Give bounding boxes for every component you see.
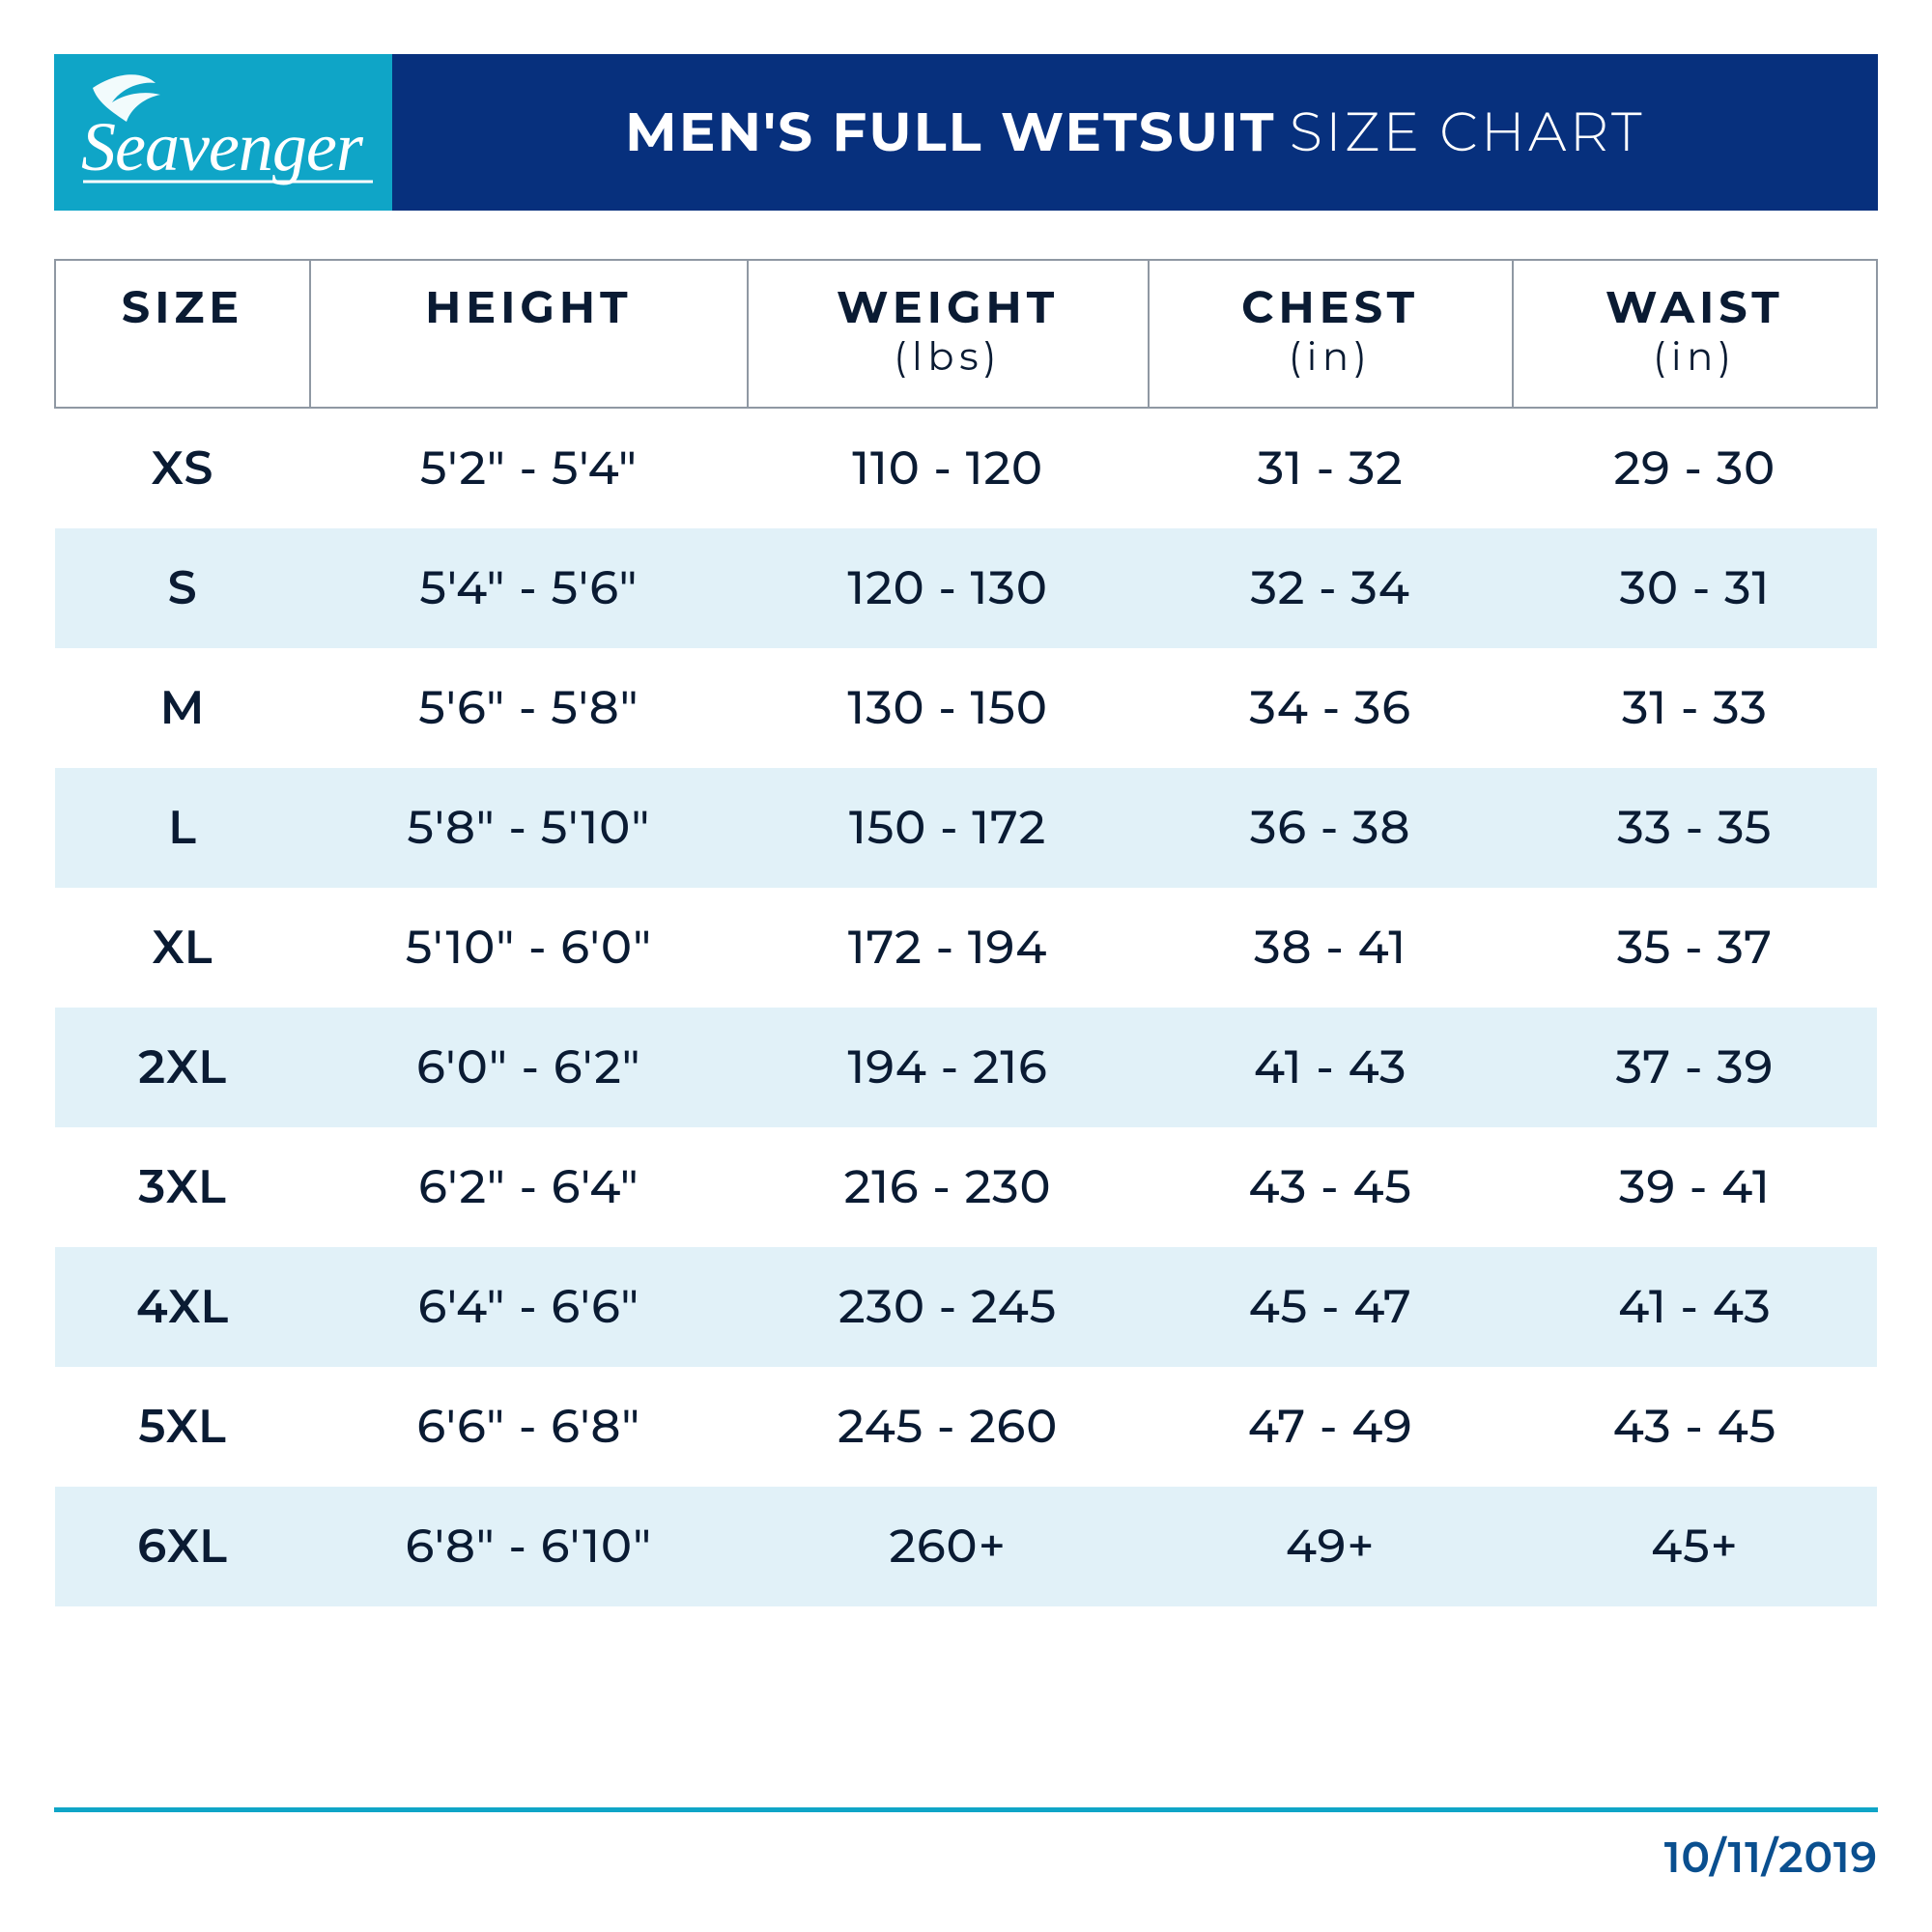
footer-rule: [54, 1807, 1878, 1812]
column-header: WEIGHT(lbs): [748, 260, 1149, 408]
cell-chest: 47 - 49: [1149, 1367, 1513, 1487]
table-row: M5'6" - 5'8"130 - 15034 - 3631 - 33: [55, 648, 1877, 768]
cell-chest: 34 - 36: [1149, 648, 1513, 768]
cell-size: 2XL: [55, 1008, 310, 1127]
cell-waist: 45+: [1513, 1487, 1877, 1606]
column-label: SIZE: [122, 279, 243, 334]
cell-chest: 41 - 43: [1149, 1008, 1513, 1127]
footer: 10/11/2019: [54, 1807, 1878, 1884]
cell-chest: 31 - 32: [1149, 408, 1513, 528]
cell-waist: 43 - 45: [1513, 1367, 1877, 1487]
cell-height: 5'6" - 5'8": [310, 648, 748, 768]
cell-chest: 38 - 41: [1149, 888, 1513, 1008]
cell-chest: 49+: [1149, 1487, 1513, 1606]
cell-size: 3XL: [55, 1127, 310, 1247]
footer-date: 10/11/2019: [54, 1832, 1878, 1884]
table-row: 4XL6'4" - 6'6"230 - 24545 - 4741 - 43: [55, 1247, 1877, 1367]
table-row: 3XL6'2" - 6'4"216 - 23043 - 4539 - 41: [55, 1127, 1877, 1247]
column-header: SIZE: [55, 260, 310, 408]
cell-waist: 29 - 30: [1513, 408, 1877, 528]
column-sublabel: (in): [1521, 335, 1868, 380]
cell-size: M: [55, 648, 310, 768]
header-banner: Seavenger MEN'S FULL WETSUIT SIZE CHART: [54, 54, 1878, 211]
cell-size: L: [55, 768, 310, 888]
cell-height: 5'4" - 5'6": [310, 528, 748, 648]
cell-weight: 110 - 120: [748, 408, 1149, 528]
header-title-bold: MEN'S FULL WETSUIT: [625, 99, 1276, 165]
cell-height: 6'4" - 6'6": [310, 1247, 748, 1367]
cell-weight: 230 - 245: [748, 1247, 1149, 1367]
cell-waist: 30 - 31: [1513, 528, 1877, 648]
cell-weight: 260+: [748, 1487, 1149, 1606]
cell-waist: 31 - 33: [1513, 648, 1877, 768]
brand-logo-text: Seavenger: [81, 108, 364, 185]
cell-weight: 216 - 230: [748, 1127, 1149, 1247]
table-row: 2XL6'0" - 6'2"194 - 21641 - 4337 - 39: [55, 1008, 1877, 1127]
column-header: WAIST(in): [1513, 260, 1877, 408]
size-chart-table: SIZEHEIGHTWEIGHT(lbs)CHEST(in)WAIST(in) …: [54, 259, 1878, 1606]
cell-height: 5'2" - 5'4": [310, 408, 748, 528]
cell-height: 6'6" - 6'8": [310, 1367, 748, 1487]
column-label: WAIST: [1605, 279, 1784, 334]
cell-size: XL: [55, 888, 310, 1008]
cell-weight: 150 - 172: [748, 768, 1149, 888]
cell-waist: 33 - 35: [1513, 768, 1877, 888]
brand-logo: Seavenger: [54, 54, 392, 211]
table-row: S5'4" - 5'6"120 - 13032 - 3430 - 31: [55, 528, 1877, 648]
cell-height: 5'10" - 6'0": [310, 888, 748, 1008]
column-label: HEIGHT: [425, 279, 633, 334]
cell-size: 6XL: [55, 1487, 310, 1606]
cell-size: XS: [55, 408, 310, 528]
cell-size: 5XL: [55, 1367, 310, 1487]
column-header: CHEST(in): [1149, 260, 1513, 408]
cell-waist: 41 - 43: [1513, 1247, 1877, 1367]
cell-height: 5'8" - 5'10": [310, 768, 748, 888]
cell-chest: 43 - 45: [1149, 1127, 1513, 1247]
cell-weight: 130 - 150: [748, 648, 1149, 768]
table-row: L5'8" - 5'10"150 - 17236 - 3833 - 35: [55, 768, 1877, 888]
cell-waist: 39 - 41: [1513, 1127, 1877, 1247]
seavenger-logo-icon: Seavenger: [54, 54, 392, 211]
cell-size: S: [55, 528, 310, 648]
cell-chest: 36 - 38: [1149, 768, 1513, 888]
cell-height: 6'2" - 6'4": [310, 1127, 748, 1247]
column-sublabel: (in): [1157, 335, 1504, 380]
cell-waist: 35 - 37: [1513, 888, 1877, 1008]
cell-size: 4XL: [55, 1247, 310, 1367]
column-label: WEIGHT: [837, 279, 1059, 334]
header-title-light: SIZE CHART: [1290, 99, 1645, 165]
column-label: CHEST: [1241, 279, 1419, 334]
cell-weight: 172 - 194: [748, 888, 1149, 1008]
header-title: MEN'S FULL WETSUIT SIZE CHART: [392, 54, 1878, 211]
cell-chest: 45 - 47: [1149, 1247, 1513, 1367]
table-header: SIZEHEIGHTWEIGHT(lbs)CHEST(in)WAIST(in): [55, 260, 1877, 408]
column-sublabel: (lbs): [756, 335, 1140, 380]
cell-weight: 245 - 260: [748, 1367, 1149, 1487]
column-header: HEIGHT: [310, 260, 748, 408]
cell-chest: 32 - 34: [1149, 528, 1513, 648]
cell-weight: 120 - 130: [748, 528, 1149, 648]
table-row: XL5'10" - 6'0"172 - 19438 - 4135 - 37: [55, 888, 1877, 1008]
cell-height: 6'8" - 6'10": [310, 1487, 748, 1606]
cell-waist: 37 - 39: [1513, 1008, 1877, 1127]
table-row: 6XL6'8" - 6'10"260+49+45+: [55, 1487, 1877, 1606]
table-row: 5XL6'6" - 6'8"245 - 26047 - 4943 - 45: [55, 1367, 1877, 1487]
table-body: XS5'2" - 5'4"110 - 12031 - 3229 - 30S5'4…: [55, 408, 1877, 1606]
table-row: XS5'2" - 5'4"110 - 12031 - 3229 - 30: [55, 408, 1877, 528]
cell-weight: 194 - 216: [748, 1008, 1149, 1127]
cell-height: 6'0" - 6'2": [310, 1008, 748, 1127]
